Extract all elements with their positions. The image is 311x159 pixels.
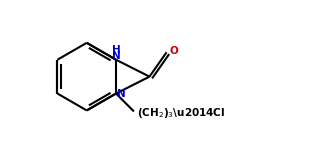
Text: N: N — [118, 89, 126, 99]
Text: N: N — [112, 51, 120, 61]
Text: (CH$_2$)$_3$\u2014Cl: (CH$_2$)$_3$\u2014Cl — [137, 106, 225, 120]
Text: H: H — [112, 45, 120, 55]
Text: O: O — [169, 46, 178, 56]
